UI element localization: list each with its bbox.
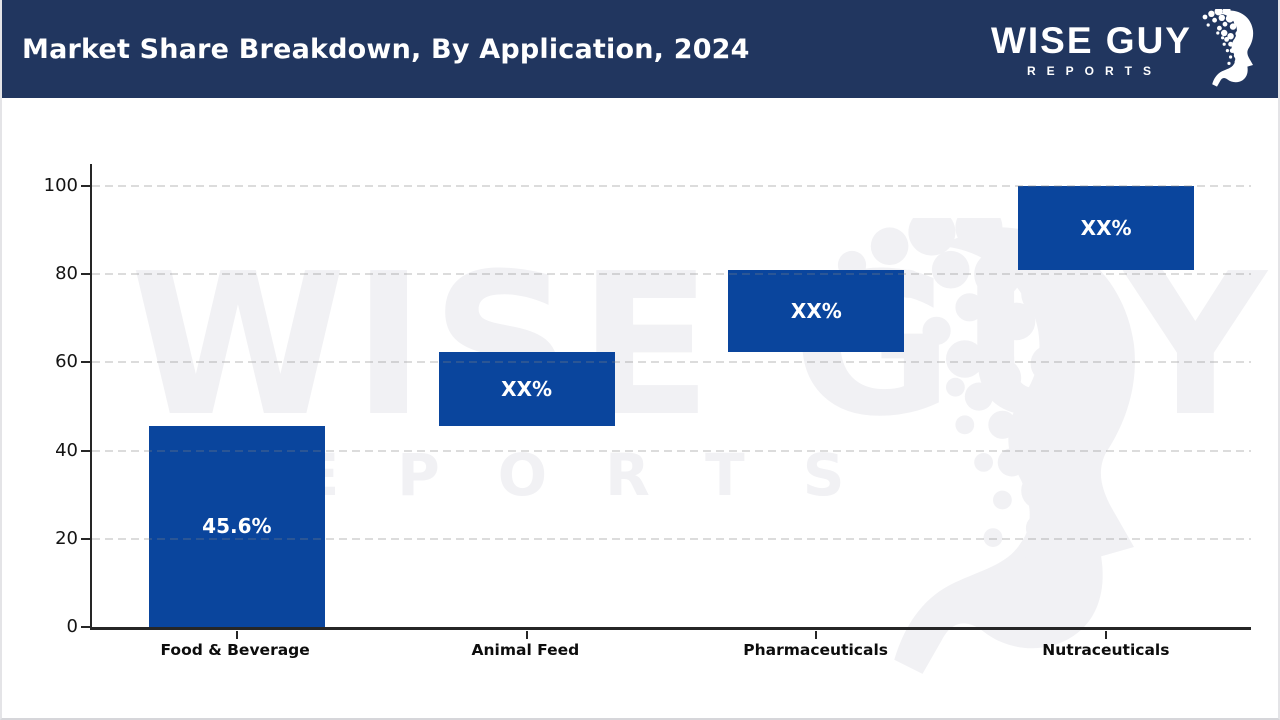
bar-value-label: 45.6% [202, 514, 272, 539]
x-category-label: Animal Feed [471, 641, 580, 659]
waterfall-plot: 45.6% XX% XX% XX% [81, 164, 1251, 639]
x-category-label: Pharmaceuticals [743, 641, 889, 659]
y-tick-label: 60 [55, 351, 78, 373]
bar-value-label: XX% [1080, 215, 1132, 240]
y-tick-label: 100 [43, 175, 78, 197]
y-tick-mark [81, 537, 90, 540]
y-tick-mark [81, 273, 90, 276]
y-tick-mark [81, 449, 90, 452]
bar: XX% [728, 269, 905, 352]
grid-line [92, 537, 1251, 540]
x-tick-mark [235, 631, 238, 639]
grid-line [92, 361, 1251, 364]
x-tick-mark [1105, 631, 1108, 639]
bar: 45.6% [148, 425, 325, 627]
y-tick-mark [81, 626, 90, 628]
page-title: Market Share Breakdown, By Application, … [22, 33, 750, 65]
wiseguy-logo-sub: REPORTS [1026, 63, 1162, 78]
y-tick-mark [81, 361, 90, 364]
y-tick-label: 0 [66, 616, 78, 637]
bar-value-label: XX% [790, 298, 842, 323]
x-tick-mark [815, 631, 818, 639]
wiseguy-face-icon [1202, 9, 1254, 87]
bar: XX% [438, 351, 615, 426]
x-category-label: Food & Beverage [160, 641, 310, 659]
y-tick-label: 20 [55, 527, 78, 549]
x-category-label: Nutraceuticals [1042, 641, 1170, 659]
bar: XX% [1018, 186, 1195, 270]
y-tick-label: 40 [55, 439, 78, 461]
grid-line [92, 273, 1251, 276]
chart-area: WISE GUY REPORTS 45.6% XX% XX% XX% 0 20 40 60 8… [2, 98, 1278, 718]
wiseguy-logo-text: WISE GUY REPORTS [991, 22, 1192, 77]
x-tick-mark [525, 631, 528, 639]
y-tick-mark [81, 185, 90, 188]
header-bar: Market Share Breakdown, By Application, … [2, 0, 1278, 98]
bar-value-label: XX% [501, 376, 553, 401]
wiseguy-logo-brand: WISE GUY [990, 19, 1192, 61]
y-tick-label: 80 [55, 263, 78, 285]
x-axis-labels: Food & Beverage Animal Feed Pharmaceutical… [90, 639, 1251, 663]
grid-line [92, 449, 1251, 452]
grid-line [92, 185, 1251, 188]
wiseguy-logo: WISE GUY REPORTS [991, 9, 1260, 89]
